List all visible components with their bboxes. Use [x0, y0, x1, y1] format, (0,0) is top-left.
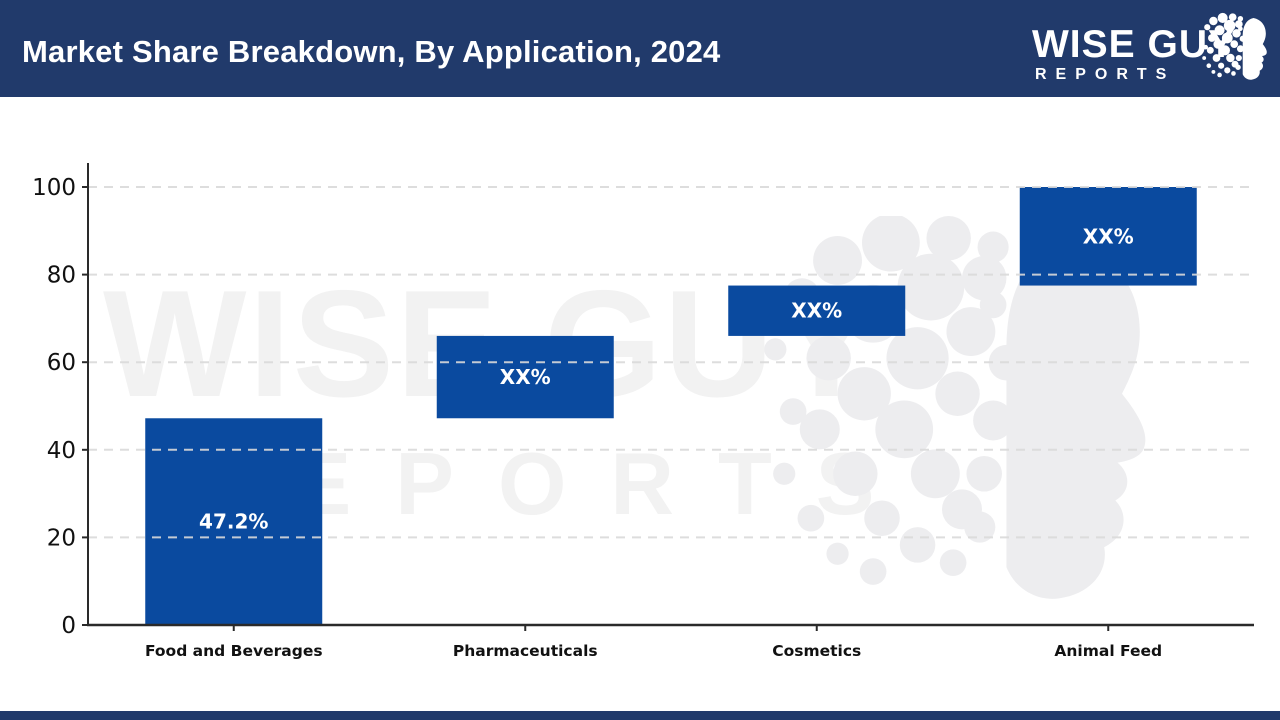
- footer-bar: [0, 711, 1280, 720]
- bar-cosmetics: [728, 285, 906, 336]
- page-title: Market Share Breakdown, By Application, …: [22, 33, 721, 69]
- bars-group: [145, 187, 1197, 625]
- labels-group: 47.2% XX% XX% XX% 0 20 40 60 80 100 Food and Bever…: [32, 175, 1162, 660]
- wise-guy-logo: WISE GUY REPORTS: [1032, 12, 1267, 83]
- bar-animal-feed: [1019, 187, 1197, 286]
- category-label-animal-feed: Animal Feed: [1054, 642, 1162, 660]
- y-tick-label-0: 0: [61, 613, 76, 639]
- y-tick-label-100: 100: [32, 175, 76, 201]
- y-tick-label-80: 80: [47, 263, 76, 289]
- axes-group: [82, 163, 1254, 631]
- y-tick-label-40: 40: [47, 438, 76, 464]
- bar-label-pharmaceuticals: XX%: [500, 365, 551, 389]
- logo-line2: REPORTS: [1035, 66, 1175, 83]
- bar-pharmaceuticals: [436, 335, 614, 419]
- bar-label-food-and-beverages: 47.2%: [199, 510, 268, 534]
- category-label-cosmetics: Cosmetics: [772, 642, 861, 660]
- y-tick-label-60: 60: [47, 350, 76, 376]
- header: Market Share Breakdown, By Application, …: [0, 0, 1280, 97]
- y-tick-label-20: 20: [47, 525, 76, 551]
- bar-label-cosmetics: XX%: [791, 299, 842, 323]
- bar-label-animal-feed: XX%: [1083, 224, 1134, 248]
- category-label-food-and-beverages: Food and Beverages: [145, 642, 323, 660]
- bar-food-and-beverages: [145, 418, 323, 625]
- category-label-pharmaceuticals: Pharmaceuticals: [453, 642, 598, 660]
- logo-line1: WISE GUY: [1032, 23, 1235, 66]
